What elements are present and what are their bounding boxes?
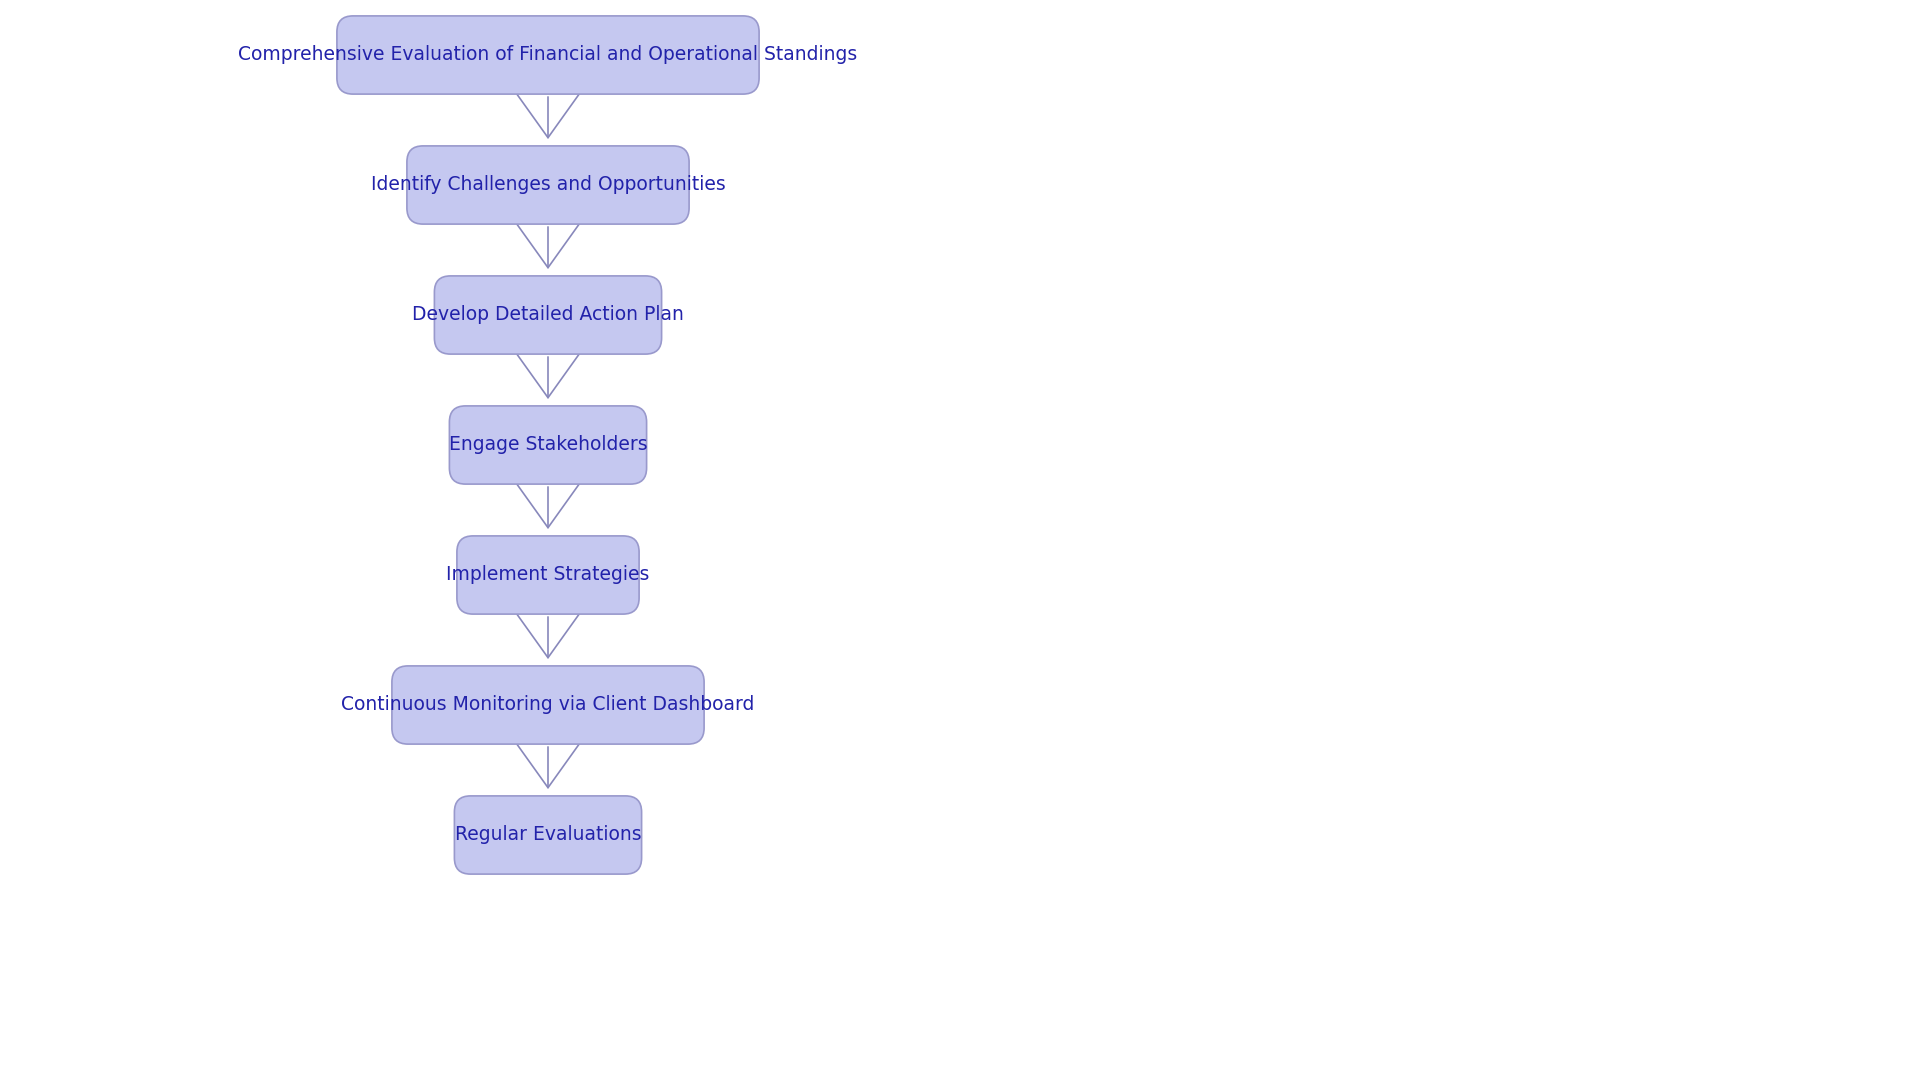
Text: Develop Detailed Action Plan: Develop Detailed Action Plan (413, 305, 684, 325)
FancyBboxPatch shape (449, 406, 647, 484)
FancyBboxPatch shape (407, 146, 689, 224)
Text: Continuous Monitoring via Client Dashboard: Continuous Monitoring via Client Dashboa… (342, 695, 755, 715)
FancyBboxPatch shape (336, 16, 758, 94)
FancyBboxPatch shape (455, 796, 641, 874)
FancyBboxPatch shape (434, 276, 662, 354)
Text: Engage Stakeholders: Engage Stakeholders (449, 435, 647, 455)
Text: Regular Evaluations: Regular Evaluations (455, 825, 641, 845)
Text: Identify Challenges and Opportunities: Identify Challenges and Opportunities (371, 175, 726, 195)
FancyBboxPatch shape (457, 536, 639, 614)
FancyBboxPatch shape (392, 666, 705, 744)
Text: Implement Strategies: Implement Strategies (445, 565, 649, 585)
Text: Comprehensive Evaluation of Financial and Operational Standings: Comprehensive Evaluation of Financial an… (238, 45, 858, 65)
